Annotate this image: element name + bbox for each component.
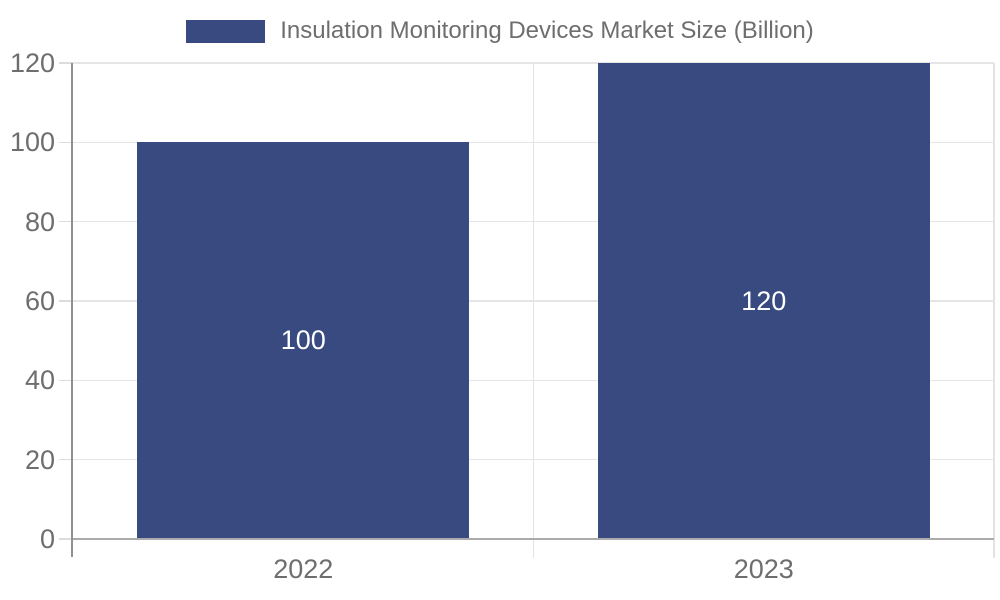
y-axis-tick	[59, 538, 73, 540]
x-tick-label: 2023	[733, 554, 794, 584]
y-tick-label: 40	[24, 365, 55, 396]
y-axis-tick	[59, 458, 73, 461]
legend-swatch	[186, 19, 266, 43]
y-tick-label: 0	[39, 524, 55, 554]
y-tick-label: 20	[24, 444, 55, 475]
category-splitline	[532, 63, 535, 558]
y-tick-label: 60	[24, 286, 55, 316]
bar-value-label: 120	[741, 285, 787, 316]
legend-label: Insulation Monitoring Devices Market Siz…	[280, 17, 814, 44]
bar-2023[interactable]: 120	[597, 63, 930, 539]
x-axis-line	[73, 537, 994, 541]
y-tick-label: 100	[9, 127, 55, 158]
bar-value-label: 100	[280, 325, 326, 356]
y-tick-label: 80	[24, 206, 55, 237]
y-axis-tick	[59, 379, 73, 382]
y-axis-tick	[59, 300, 73, 302]
y-axis-tick	[59, 220, 73, 223]
x-tick-label: 2022	[273, 554, 334, 584]
bar-2022[interactable]: 100	[137, 142, 470, 539]
category-splitline	[993, 63, 995, 558]
legend[interactable]: Insulation Monitoring Devices Market Siz…	[0, 16, 1000, 46]
y-tick-label: 120	[9, 48, 55, 78]
y-axis-tick	[59, 62, 73, 64]
y-axis-line	[71, 63, 73, 557]
y-axis-tick	[59, 141, 73, 144]
